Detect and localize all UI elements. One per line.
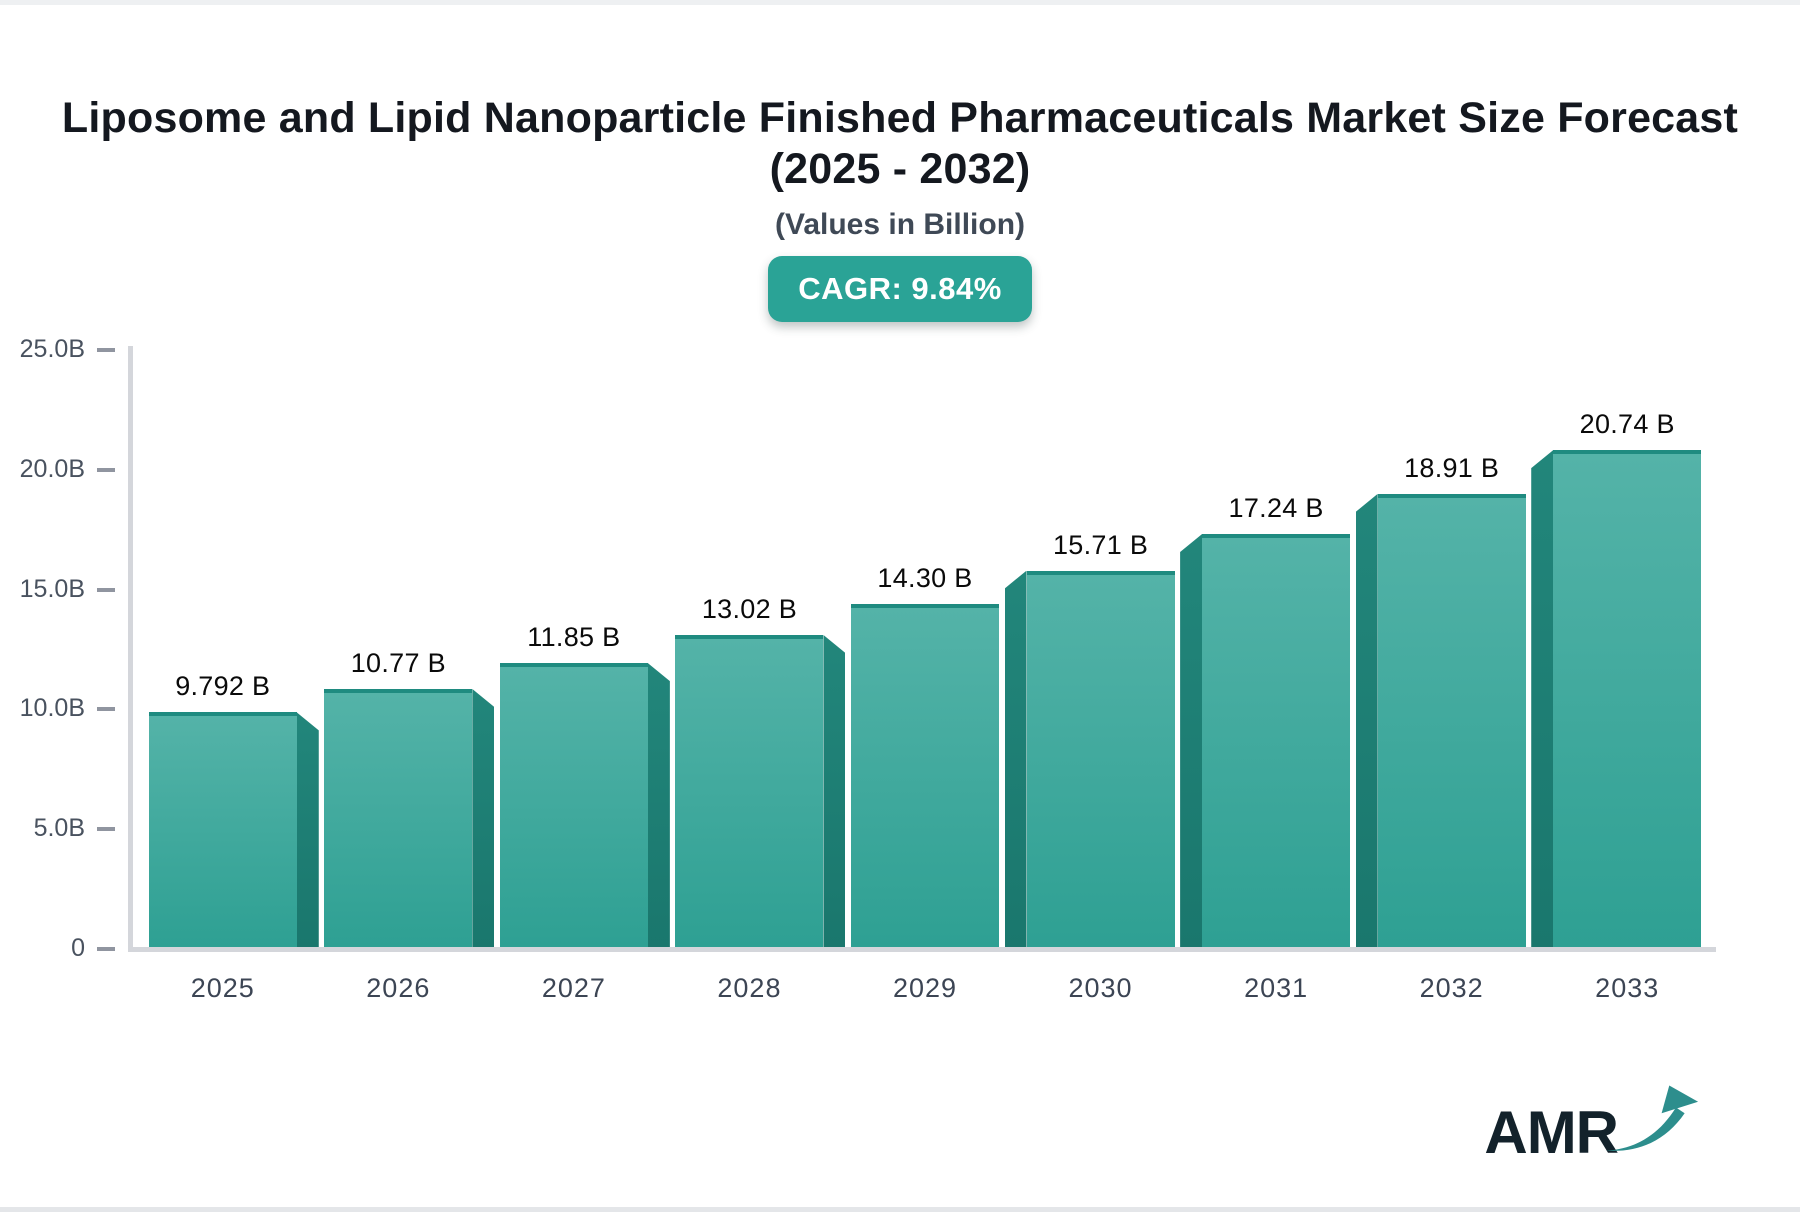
bar-value-label-2032: 18.91 B [1404,452,1500,483]
bar-value-label-2026: 10.77 B [350,647,446,678]
bar-2033[interactable] [1553,450,1702,947]
bar-2026[interactable] [324,688,473,947]
y-tick-mark [97,947,115,951]
x-axis-label-2027: 2027 [541,973,606,1003]
bar-value-label-2033: 20.74 B [1579,409,1675,440]
cagr-badge: CAGR: 9.84% [768,256,1032,323]
y-tick-label: 25.0B [19,335,85,363]
bar-side-2026 [472,688,495,947]
bar-side-2025 [296,712,319,947]
y-tick-label: 0 [71,934,85,962]
bar-chart-plot-area: 25.0B 20.0B 15.0B 10.0B 5.0B 0 9.792 B 10.77 B… [20,335,1716,1003]
bar-side-2033 [1531,450,1554,947]
growth-arrow-icon [1605,1085,1699,1151]
y-tick-label: 5.0B [33,814,85,843]
x-axis-label-2026: 2026 [366,973,431,1003]
y-tick-label: 10.0B [19,694,85,723]
bar-side-2032 [1355,493,1378,947]
bar-value-label-2027: 11.85 B [527,622,621,653]
bar-2031[interactable] [1202,533,1351,947]
bar-value-label-2028: 13.02 B [701,594,798,625]
y-tick-label: 15.0B [19,574,85,603]
x-axis-label-2033: 2033 [1595,973,1660,1003]
bar-2025[interactable] [148,712,297,947]
x-axis-label-2025: 2025 [190,973,255,1003]
chart-title: Liposome and Lipid Nanoparticle Finished… [0,93,1800,194]
x-axis-label-2031: 2031 [1244,973,1309,1003]
bar-2028[interactable] [675,635,824,947]
bar-2032[interactable] [1377,493,1526,947]
y-tick-label: 20.0B [19,454,85,483]
bar-2027[interactable] [499,663,648,947]
bar-value-label-2030: 15.71 B [1052,529,1149,560]
bar-value-label-2031: 17.24 B [1228,492,1324,523]
chart-subtitle: (Values in Billion) [774,208,1026,242]
chart-title-line1: Liposome and Lipid Nanoparticle Finished… [61,94,1739,142]
chart-header: Liposome and Lipid Nanoparticle Finished… [0,93,1800,323]
y-tick-mark [97,827,115,832]
amr-logo: AMR [1484,1081,1700,1166]
chart-title-line2: (2025 - 2032) [769,144,1031,193]
x-axis-baseline [128,947,1716,952]
y-tick-mark [97,467,115,472]
y-tick-mark [97,348,115,352]
bar-side-2028 [823,635,846,947]
bar-side-2027 [647,663,670,947]
x-axis-label-2030: 2030 [1068,973,1133,1003]
bar-2029[interactable] [851,604,999,947]
x-axis-label-2032: 2032 [1419,973,1484,1003]
bar-side-2031 [1180,533,1203,947]
bar-2030[interactable] [1026,570,1175,947]
x-axis-label-2028: 2028 [717,973,782,1003]
y-axis-line [128,346,133,952]
y-tick-mark [97,587,115,592]
x-axis-label-2029: 2029 [892,973,958,1003]
bar-value-label-2025: 9.792 B [175,671,271,702]
bar-value-label-2029: 14.30 B [877,563,973,594]
y-tick-mark [97,707,115,712]
bar-side-2030 [1004,570,1027,947]
amr-logo-text: AMR [1484,1099,1619,1166]
